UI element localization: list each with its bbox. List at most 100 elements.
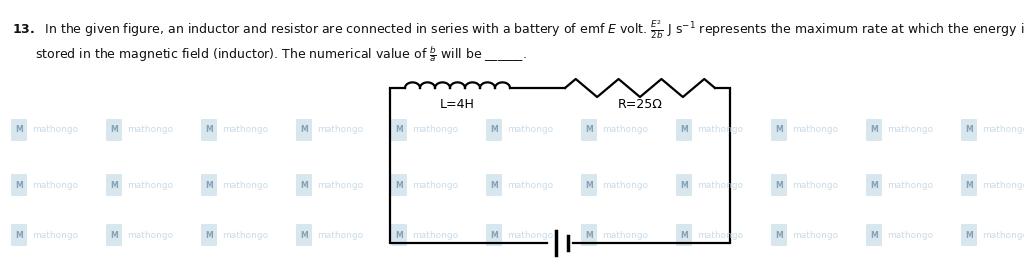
Text: M: M [15, 230, 23, 239]
Text: mathongo: mathongo [792, 181, 838, 189]
FancyBboxPatch shape [11, 224, 27, 246]
Text: mathongo: mathongo [412, 181, 458, 189]
Text: M: M [870, 181, 878, 189]
FancyBboxPatch shape [581, 174, 597, 196]
Text: M: M [870, 125, 878, 134]
FancyBboxPatch shape [296, 119, 312, 141]
Text: M: M [585, 181, 593, 189]
Text: mathongo: mathongo [222, 181, 268, 189]
Text: mathongo: mathongo [697, 230, 743, 239]
Text: mathongo: mathongo [32, 181, 78, 189]
Text: mathongo: mathongo [697, 125, 743, 134]
Text: M: M [775, 230, 783, 239]
FancyBboxPatch shape [771, 119, 787, 141]
Text: M: M [490, 125, 498, 134]
Text: R=25Ω: R=25Ω [617, 98, 663, 111]
FancyBboxPatch shape [676, 224, 692, 246]
FancyBboxPatch shape [106, 119, 122, 141]
FancyBboxPatch shape [676, 174, 692, 196]
Text: M: M [395, 181, 402, 189]
Text: M: M [15, 125, 23, 134]
FancyBboxPatch shape [296, 224, 312, 246]
Text: M: M [300, 230, 308, 239]
FancyBboxPatch shape [11, 174, 27, 196]
Text: M: M [490, 230, 498, 239]
Text: stored in the magnetic field (inductor). The numerical value of $\frac{b}{a}$ wi: stored in the magnetic field (inductor).… [35, 44, 526, 64]
FancyBboxPatch shape [771, 224, 787, 246]
FancyBboxPatch shape [771, 174, 787, 196]
FancyBboxPatch shape [961, 174, 977, 196]
Text: M: M [111, 125, 118, 134]
Text: M: M [680, 230, 688, 239]
Text: M: M [395, 230, 402, 239]
Text: mathongo: mathongo [602, 230, 648, 239]
Text: L=4H: L=4H [440, 98, 475, 111]
Text: M: M [680, 181, 688, 189]
FancyBboxPatch shape [866, 119, 882, 141]
FancyBboxPatch shape [866, 224, 882, 246]
Text: mathongo: mathongo [317, 125, 364, 134]
Text: mathongo: mathongo [32, 125, 78, 134]
FancyBboxPatch shape [486, 174, 502, 196]
Text: M: M [870, 230, 878, 239]
Text: mathongo: mathongo [412, 125, 458, 134]
Text: M: M [111, 230, 118, 239]
Text: M: M [111, 181, 118, 189]
FancyBboxPatch shape [866, 174, 882, 196]
Text: mathongo: mathongo [32, 230, 78, 239]
Text: M: M [585, 230, 593, 239]
FancyBboxPatch shape [201, 224, 217, 246]
Text: mathongo: mathongo [507, 230, 553, 239]
Text: mathongo: mathongo [602, 125, 648, 134]
FancyBboxPatch shape [201, 119, 217, 141]
Text: M: M [490, 181, 498, 189]
Text: mathongo: mathongo [982, 181, 1024, 189]
FancyBboxPatch shape [581, 224, 597, 246]
Text: mathongo: mathongo [127, 230, 173, 239]
Text: M: M [966, 181, 973, 189]
FancyBboxPatch shape [296, 174, 312, 196]
Text: M: M [395, 125, 402, 134]
FancyBboxPatch shape [106, 174, 122, 196]
Text: mathongo: mathongo [222, 125, 268, 134]
Text: mathongo: mathongo [317, 230, 364, 239]
Text: M: M [15, 181, 23, 189]
Text: M: M [205, 125, 213, 134]
FancyBboxPatch shape [961, 119, 977, 141]
Text: M: M [300, 125, 308, 134]
Text: M: M [585, 125, 593, 134]
Text: $\mathbf{13.}$  In the given figure, an inductor and resistor are connected in s: $\mathbf{13.}$ In the given figure, an i… [12, 18, 1024, 41]
Text: mathongo: mathongo [222, 230, 268, 239]
Text: M: M [775, 125, 783, 134]
Text: M: M [966, 125, 973, 134]
Text: mathongo: mathongo [127, 181, 173, 189]
FancyBboxPatch shape [486, 119, 502, 141]
FancyBboxPatch shape [106, 224, 122, 246]
FancyBboxPatch shape [11, 119, 27, 141]
Text: M: M [300, 181, 308, 189]
Text: M: M [775, 181, 783, 189]
Text: M: M [966, 230, 973, 239]
Text: M: M [205, 181, 213, 189]
Text: mathongo: mathongo [697, 181, 743, 189]
FancyBboxPatch shape [391, 174, 407, 196]
Text: mathongo: mathongo [127, 125, 173, 134]
Text: mathongo: mathongo [982, 230, 1024, 239]
FancyBboxPatch shape [391, 224, 407, 246]
Text: mathongo: mathongo [602, 181, 648, 189]
Text: mathongo: mathongo [507, 181, 553, 189]
Text: M: M [205, 230, 213, 239]
FancyBboxPatch shape [486, 224, 502, 246]
FancyBboxPatch shape [581, 119, 597, 141]
FancyBboxPatch shape [961, 224, 977, 246]
Text: mathongo: mathongo [317, 181, 364, 189]
FancyBboxPatch shape [201, 174, 217, 196]
FancyBboxPatch shape [391, 119, 407, 141]
Text: mathongo: mathongo [412, 230, 458, 239]
Text: mathongo: mathongo [887, 230, 933, 239]
Text: mathongo: mathongo [982, 125, 1024, 134]
Text: mathongo: mathongo [507, 125, 553, 134]
Text: M: M [680, 125, 688, 134]
FancyBboxPatch shape [676, 119, 692, 141]
Text: mathongo: mathongo [887, 125, 933, 134]
